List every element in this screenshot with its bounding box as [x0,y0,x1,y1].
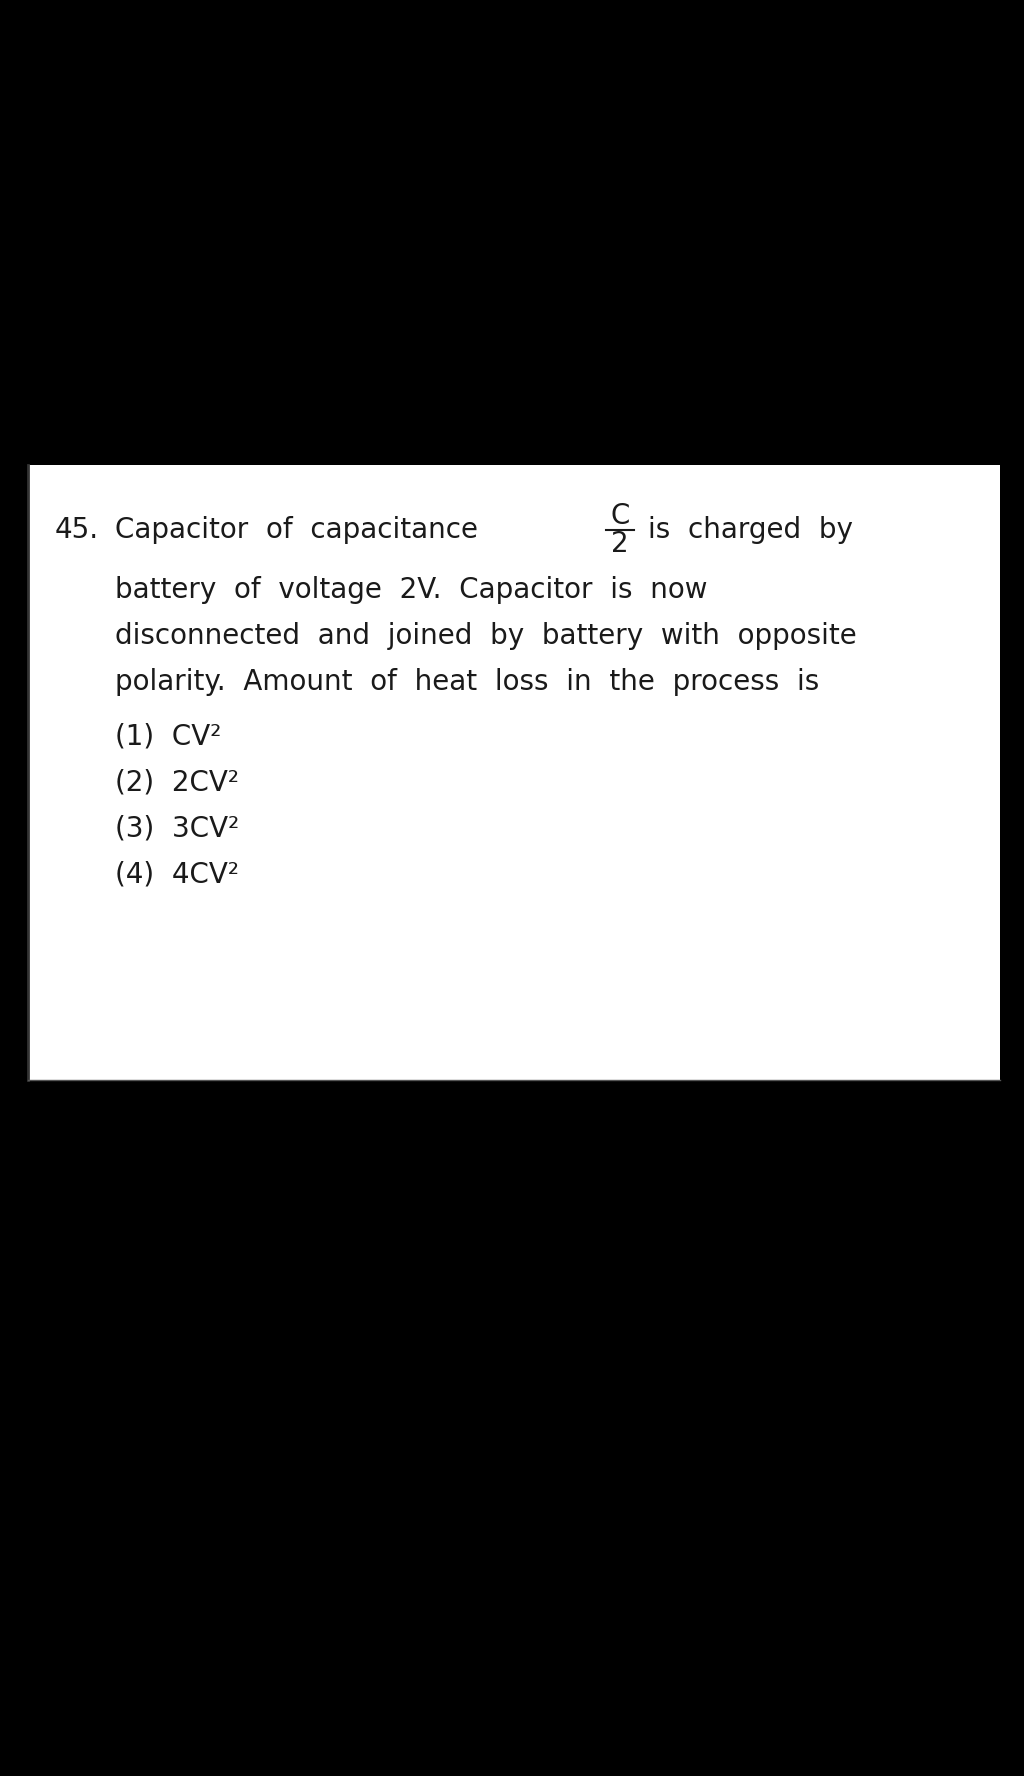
Text: (4)  4CV²: (4) 4CV² [115,860,239,888]
Text: (1)  CV²: (1) CV² [115,723,221,749]
Text: battery  of  voltage  2V.  Capacitor  is  now: battery of voltage 2V. Capacitor is now [115,575,708,604]
Text: disconnected  and  joined  by  battery  with  opposite: disconnected and joined by battery with … [115,622,857,650]
Text: 2: 2 [611,529,629,558]
Text: 45.: 45. [55,517,99,543]
Bar [28,465,1000,1080]
Text: is  charged  by: is charged by [648,517,853,543]
Text: (3)  3CV²: (3) 3CV² [115,813,240,842]
Text: polarity.  Amount  of  heat  loss  in  the  process  is: polarity. Amount of heat loss in the pro… [115,668,819,696]
Text: Capacitor  of  capacitance: Capacitor of capacitance [115,517,478,543]
Text: C: C [610,503,630,529]
Text: (2)  2CV²: (2) 2CV² [115,767,239,796]
